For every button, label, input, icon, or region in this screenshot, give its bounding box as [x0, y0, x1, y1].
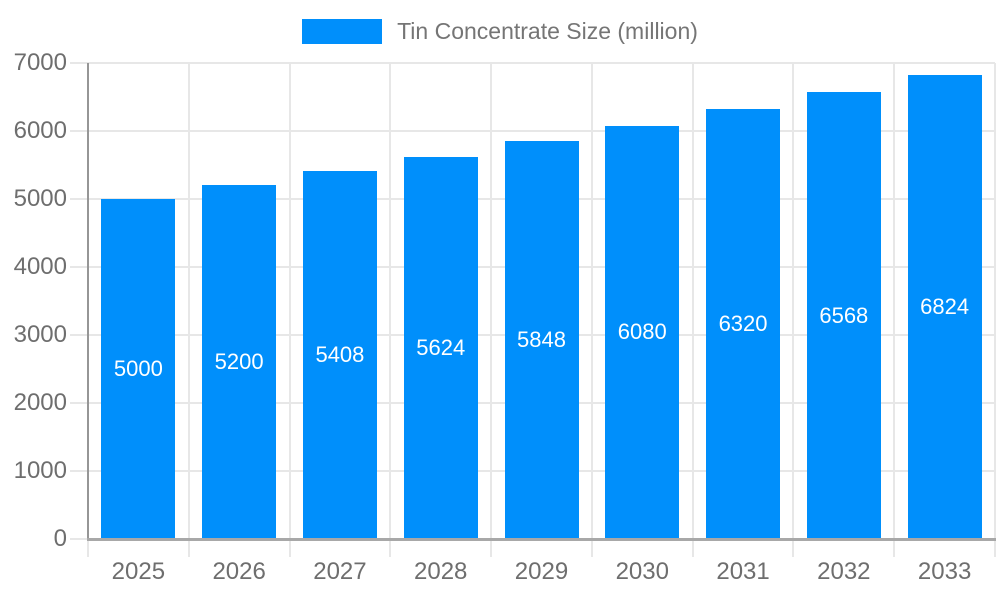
x-tick-mark [389, 539, 392, 557]
x-tick-label: 2029 [514, 558, 569, 585]
bar[interactable]: 6568 [806, 92, 881, 539]
x-tick-mark [893, 539, 896, 557]
y-tick-label: 5000 [13, 185, 67, 212]
y-axis-line [87, 63, 89, 539]
bar-value-label: 5848 [517, 327, 566, 353]
bar[interactable]: 6824 [907, 74, 982, 539]
v-gridline [187, 63, 190, 539]
bar-value-label: 5624 [416, 334, 466, 360]
y-tick-label: 4000 [13, 253, 67, 280]
y-tick-mark [70, 198, 88, 200]
x-tick-mark [691, 539, 694, 557]
legend[interactable]: Tin Concentrate Size (million) [0, 17, 1000, 45]
x-tick-mark [792, 539, 795, 557]
legend-label: Tin Concentrate Size (million) [397, 17, 698, 44]
x-tick-label: 2032 [817, 558, 871, 585]
h-gridline [88, 62, 995, 64]
x-tick-mark [490, 539, 493, 557]
bar-value-label: 6824 [920, 293, 970, 319]
bar[interactable]: 5624 [403, 156, 478, 539]
y-tick-label: 2000 [13, 389, 67, 416]
y-tick-label: 7000 [13, 49, 67, 76]
bar-value-label: 6080 [617, 319, 667, 345]
y-tick-mark [70, 470, 88, 472]
bar[interactable]: 5848 [504, 141, 579, 539]
x-tick-label: 2033 [917, 558, 972, 585]
y-tick-mark [70, 130, 88, 132]
v-gridline [893, 63, 896, 539]
x-tick-label: 2028 [414, 558, 468, 585]
y-tick-mark [70, 266, 88, 268]
x-tick-mark [187, 539, 190, 557]
h-gridline [88, 130, 995, 132]
y-tick-mark [70, 62, 88, 64]
x-tick-label: 2030 [615, 558, 669, 585]
v-gridline [994, 63, 996, 539]
v-gridline [288, 63, 291, 539]
x-tick-label: 2027 [313, 558, 367, 585]
y-tick-label: 0 [53, 525, 67, 552]
v-gridline [389, 63, 392, 539]
bar-value-label: 5200 [214, 349, 264, 375]
y-tick-label: 1000 [13, 457, 67, 484]
x-tick-mark [590, 539, 593, 557]
y-tick-mark [70, 402, 88, 404]
y-tick-label: 3000 [13, 321, 67, 348]
bar-value-label: 5408 [315, 342, 365, 368]
x-tick-mark [87, 539, 89, 557]
x-tick-label: 2031 [716, 558, 770, 585]
x-tick-mark [288, 539, 291, 557]
bar[interactable]: 6080 [605, 125, 680, 539]
legend-swatch [302, 18, 383, 44]
v-gridline [691, 63, 694, 539]
v-gridline [590, 63, 593, 539]
bar[interactable]: 5000 [101, 199, 176, 539]
v-gridline [792, 63, 795, 539]
y-tick-mark [70, 334, 88, 336]
bar-value-label: 5000 [113, 356, 163, 381]
v-gridline [490, 63, 493, 539]
bar[interactable]: 5200 [202, 185, 277, 539]
y-tick-label: 6000 [13, 117, 67, 144]
bar-value-label: 6320 [718, 311, 768, 337]
x-axis-line [87, 538, 996, 541]
x-tick-mark [994, 539, 996, 557]
bar[interactable]: 5408 [302, 171, 377, 539]
bar-value-label: 6568 [819, 302, 869, 328]
x-tick-label: 2025 [111, 558, 166, 585]
bar[interactable]: 6320 [706, 109, 781, 539]
x-tick-label: 2026 [212, 558, 266, 585]
plot-area: 5000 5200 5408 5624 5848 6080 6320 6568 6824 [88, 62, 996, 539]
y-tick-mark [70, 538, 88, 540]
